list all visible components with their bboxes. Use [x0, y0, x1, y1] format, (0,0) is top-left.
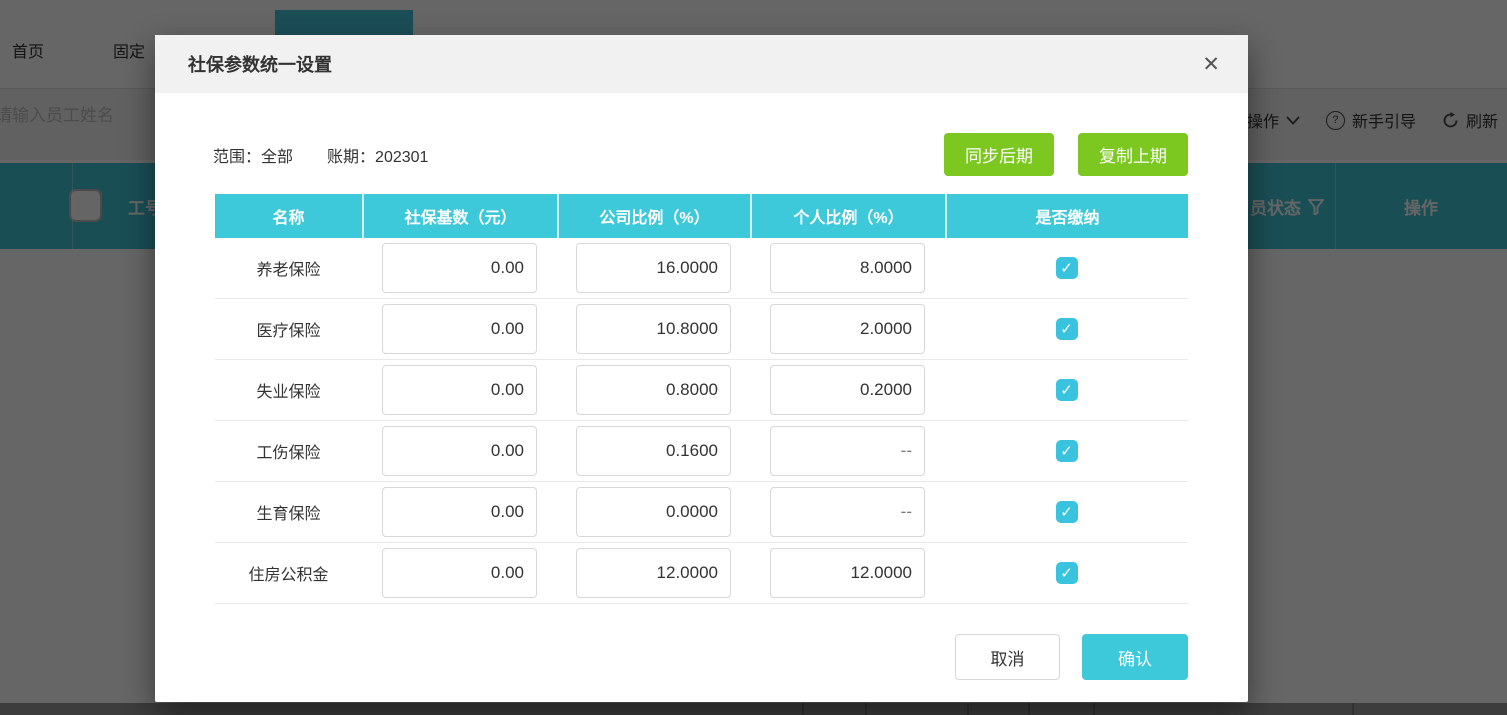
company-pct-input[interactable]	[576, 487, 731, 537]
company-pct-input[interactable]	[576, 426, 731, 476]
close-icon[interactable]: ✕	[1202, 52, 1220, 76]
pay-checkbox[interactable]: ✓	[1055, 562, 1078, 584]
company-pct-input[interactable]	[576, 243, 731, 293]
insurance-table-header: 名称 社保基数（元） 公司比例（%） 个人比例（%） 是否缴纳	[215, 194, 1188, 238]
copy-previous-period-button[interactable]: 复制上期	[1078, 133, 1188, 176]
insurance-name: 生育保险	[256, 506, 321, 523]
social-insurance-settings-dialog: 社保参数统一设置 ✕ 范围：全部 账期：202301 同步后期 复制上期 名称 …	[155, 35, 1248, 702]
header-name: 名称	[272, 210, 305, 227]
table-row: 住房公积金 ✓	[215, 543, 1188, 604]
header-company-pct: 公司比例（%）	[557, 194, 750, 238]
cancel-button[interactable]: 取消	[955, 634, 1060, 680]
table-row: 生育保险 ✓	[215, 482, 1188, 543]
dialog-top-actions: 同步后期 复制上期	[944, 133, 1188, 176]
personal-pct-input[interactable]	[770, 304, 925, 354]
header-pay: 是否缴纳	[945, 194, 1188, 238]
header-base: 社保基数（元）	[362, 194, 557, 238]
base-input[interactable]	[382, 365, 537, 415]
insurance-name: 工伤保险	[256, 445, 321, 462]
personal-pct-input[interactable]	[770, 365, 925, 415]
personal-pct-input[interactable]	[770, 243, 925, 293]
personal-pct-input[interactable]	[770, 487, 925, 537]
period-label: 账期：	[327, 149, 376, 166]
period-value: 202301	[375, 149, 429, 166]
confirm-button[interactable]: 确认	[1082, 634, 1188, 680]
insurance-name: 养老保险	[256, 262, 321, 279]
base-input[interactable]	[382, 304, 537, 354]
base-input[interactable]	[382, 426, 537, 476]
dialog-footer: 取消 确认	[955, 634, 1188, 680]
dialog-info-row: 范围：全部 账期：202301	[213, 143, 428, 167]
dialog-title: 社保参数统一设置	[188, 55, 332, 75]
header-personal-pct: 个人比例（%）	[750, 194, 945, 238]
company-pct-input[interactable]	[576, 365, 731, 415]
pay-checkbox[interactable]: ✓	[1055, 379, 1078, 401]
base-input[interactable]	[382, 548, 537, 598]
personal-pct-input[interactable]	[770, 548, 925, 598]
insurance-table: 名称 社保基数（元） 公司比例（%） 个人比例（%） 是否缴纳 养老保险 ✓ 医…	[215, 194, 1188, 604]
table-row: 养老保险 ✓	[215, 238, 1188, 299]
pay-checkbox[interactable]: ✓	[1055, 257, 1078, 279]
insurance-name: 失业保险	[256, 384, 321, 401]
base-input[interactable]	[382, 487, 537, 537]
company-pct-input[interactable]	[576, 304, 731, 354]
dialog-header: 社保参数统一设置 ✕	[155, 35, 1248, 93]
table-row: 失业保险 ✓	[215, 360, 1188, 421]
scope-value: 全部	[261, 149, 294, 166]
base-input[interactable]	[382, 243, 537, 293]
insurance-table-body: 养老保险 ✓ 医疗保险 ✓ 失业保险 ✓ 工伤保险 ✓	[215, 238, 1188, 604]
insurance-name: 住房公积金	[248, 567, 329, 584]
scope-label: 范围：	[213, 149, 262, 166]
scope-field: 范围：全部	[213, 143, 293, 167]
pay-checkbox[interactable]: ✓	[1055, 501, 1078, 523]
insurance-name: 医疗保险	[256, 323, 321, 340]
pay-checkbox[interactable]: ✓	[1055, 440, 1078, 462]
personal-pct-input[interactable]	[770, 426, 925, 476]
table-row: 工伤保险 ✓	[215, 421, 1188, 482]
table-row: 医疗保险 ✓	[215, 299, 1188, 360]
company-pct-input[interactable]	[576, 548, 731, 598]
pay-checkbox[interactable]: ✓	[1055, 318, 1078, 340]
period-field: 账期：202301	[327, 143, 428, 167]
sync-later-periods-button[interactable]: 同步后期	[944, 133, 1054, 176]
